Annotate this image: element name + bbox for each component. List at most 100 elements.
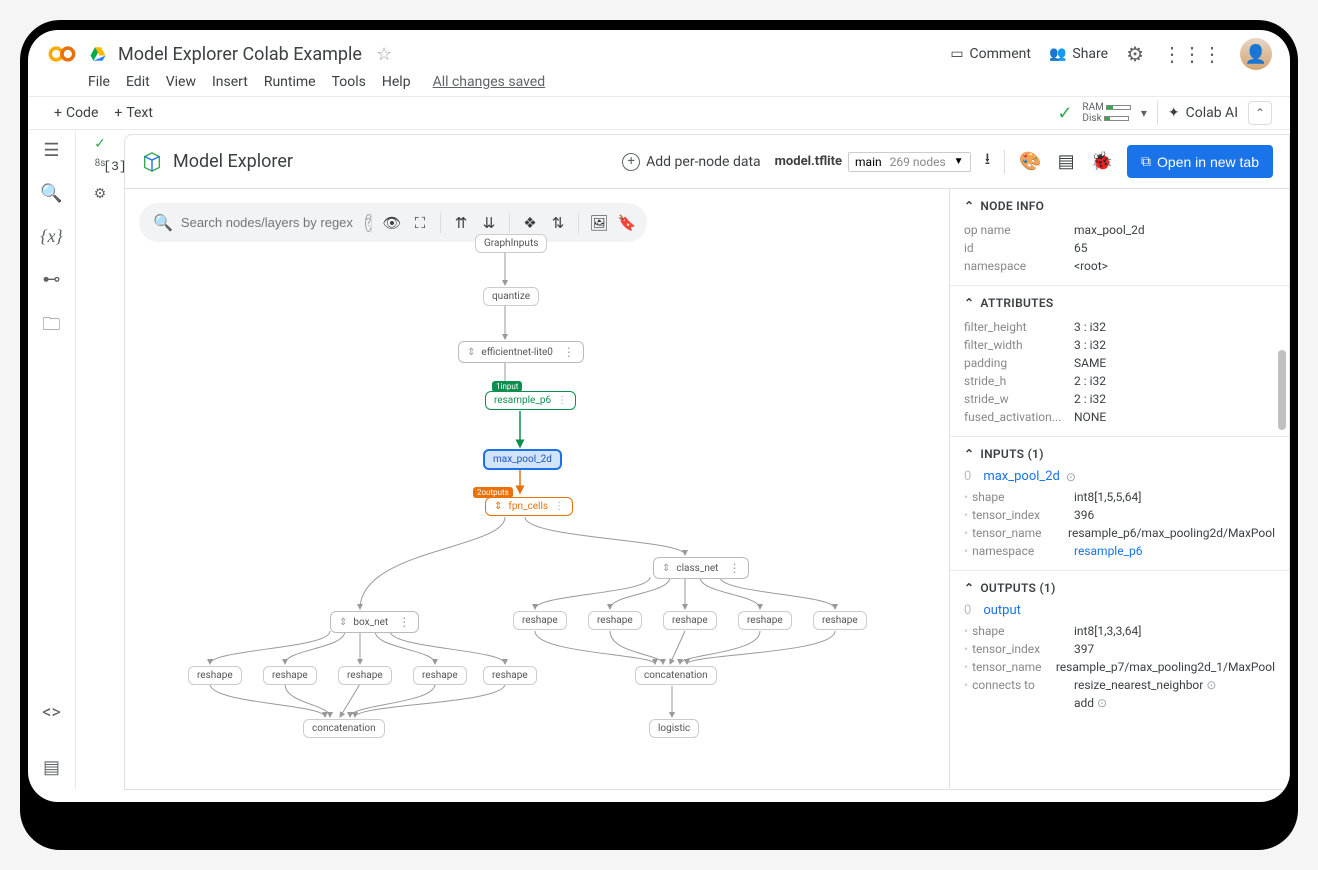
variables-icon[interactable]: {x} bbox=[40, 226, 62, 247]
fit-icon[interactable]: ⛶ bbox=[408, 214, 432, 232]
add-per-node-data-button[interactable]: + Add per-node data bbox=[622, 153, 761, 171]
op-name-value: max_pool_2d bbox=[1074, 223, 1275, 237]
expand-all-icon[interactable]: ⇊ bbox=[477, 214, 501, 232]
open-tab-label: Open in new tab bbox=[1157, 154, 1259, 170]
node-boxnet[interactable]: box_net bbox=[330, 611, 419, 633]
node-reshape[interactable]: reshape bbox=[738, 611, 792, 630]
files-icon[interactable]: 🗀 bbox=[43, 312, 61, 342]
eye-icon[interactable]: 👁 bbox=[380, 214, 404, 232]
resource-monitor[interactable]: RAM Disk bbox=[1082, 102, 1130, 124]
op-name-key: op name bbox=[964, 223, 1074, 237]
drive-icon bbox=[88, 45, 108, 63]
node-concatenation[interactable]: concatenation bbox=[303, 719, 385, 738]
node-quantize[interactable]: quantize bbox=[483, 287, 539, 306]
terminal-icon[interactable]: ▤ bbox=[43, 757, 60, 778]
download-icon[interactable]: ⭳ bbox=[985, 148, 991, 175]
node-reshape[interactable]: reshape bbox=[813, 611, 867, 630]
input-namespace[interactable]: resample_p6 bbox=[1074, 544, 1275, 558]
palette-icon[interactable]: 🎨 bbox=[1019, 151, 1041, 172]
attributes-header[interactable]: ⌃ATTRIBUTES bbox=[964, 296, 1275, 310]
scrollbar[interactable] bbox=[1278, 350, 1286, 430]
attr-key: padding bbox=[964, 356, 1074, 370]
cell-options-icon[interactable]: ⚙ bbox=[94, 186, 107, 202]
node-reshape[interactable]: reshape bbox=[338, 666, 392, 685]
node-resample[interactable]: resample_p6⋮ bbox=[485, 391, 576, 410]
menu-insert[interactable]: Insert bbox=[212, 74, 248, 90]
model-selector[interactable]: model.tflite main 269 nodes ▼ bbox=[775, 152, 971, 172]
model-explorer-title: Model Explorer bbox=[173, 151, 293, 172]
collapse-button[interactable]: ⌃ bbox=[1248, 101, 1272, 125]
outputs-header[interactable]: ⌃OUTPUTS (1) bbox=[964, 581, 1275, 595]
cell-status-icon: ✓ bbox=[94, 136, 106, 152]
node-info-header[interactable]: ⌃NODE INFO bbox=[964, 199, 1275, 213]
node-classnet[interactable]: class_net bbox=[653, 557, 749, 579]
menu-view[interactable]: View bbox=[166, 74, 196, 90]
id-key: id bbox=[964, 241, 1074, 255]
notes-icon[interactable]: ▤ bbox=[1058, 151, 1075, 172]
collapse-all-icon[interactable]: ⇈ bbox=[449, 214, 473, 232]
node-reshape[interactable]: reshape bbox=[588, 611, 642, 630]
search-input[interactable] bbox=[181, 215, 357, 230]
caret-down-icon: ▼ bbox=[954, 156, 964, 167]
image-icon[interactable]: 🖼 bbox=[587, 214, 611, 232]
node-reshape[interactable]: reshape bbox=[513, 611, 567, 630]
node-graphinputs[interactable]: GraphInputs bbox=[475, 234, 547, 253]
avatar[interactable]: 👤 bbox=[1240, 38, 1272, 70]
toc-icon[interactable]: ☰ bbox=[43, 140, 59, 161]
node-efficientnet[interactable]: efficientnet-lite0 bbox=[458, 341, 584, 363]
node-fpn[interactable]: ⇕fpn_cells⋮ bbox=[485, 497, 573, 516]
input-name[interactable]: 0max_pool_2d⊙ bbox=[964, 469, 1275, 484]
attr-key: fused_activation... bbox=[964, 410, 1074, 424]
search-icon: 🔍 bbox=[153, 213, 173, 232]
node-count: 269 nodes bbox=[890, 155, 946, 169]
ram-label: RAM bbox=[1082, 102, 1103, 113]
node-reshape[interactable]: reshape bbox=[413, 666, 467, 685]
layers-icon[interactable]: ❖ bbox=[518, 214, 542, 232]
resource-dropdown[interactable]: ▾ bbox=[1141, 106, 1147, 120]
node-maxpool[interactable]: max_pool_2d bbox=[483, 449, 562, 470]
menu-edit[interactable]: Edit bbox=[126, 74, 150, 90]
output-name[interactable]: 0output bbox=[964, 603, 1275, 618]
bug-icon[interactable]: 🐞 bbox=[1091, 151, 1113, 172]
bookmark-icon[interactable]: 🔖 bbox=[615, 214, 639, 232]
cell-exec-count: [3] bbox=[103, 159, 126, 174]
node-logistic[interactable]: logistic bbox=[649, 719, 699, 738]
menu-tools[interactable]: Tools bbox=[332, 74, 366, 90]
code-icon[interactable]: <> bbox=[42, 702, 61, 723]
add-text-button[interactable]: +Text bbox=[106, 101, 161, 125]
menu-help[interactable]: Help bbox=[382, 74, 411, 90]
menu-runtime[interactable]: Runtime bbox=[264, 74, 316, 90]
doc-title[interactable]: Model Explorer Colab Example bbox=[118, 44, 362, 65]
comment-button[interactable]: ▭ Comment bbox=[950, 46, 1031, 62]
comment-label: Comment bbox=[970, 46, 1031, 62]
colab-ai-button[interactable]: ✦ Colab AI bbox=[1168, 105, 1238, 121]
plus-circle-icon: + bbox=[622, 153, 640, 171]
add-code-button[interactable]: +Code bbox=[46, 101, 106, 125]
colab-ai-label: Colab AI bbox=[1186, 105, 1238, 121]
open-external-icon: ⧉ bbox=[1141, 153, 1151, 170]
node-concatenation[interactable]: concatenation bbox=[635, 666, 717, 685]
node-reshape[interactable]: reshape bbox=[663, 611, 717, 630]
inputs-header[interactable]: ⌃INPUTS (1) bbox=[964, 447, 1275, 461]
open-in-new-tab-button[interactable]: ⧉ Open in new tab bbox=[1127, 145, 1273, 178]
sort-icon[interactable]: ⇅ bbox=[546, 214, 570, 232]
star-icon[interactable]: ☆ bbox=[376, 44, 392, 65]
output-tensor-name: resample_p7/max_pooling2d_1/MaxPool bbox=[1056, 660, 1275, 674]
search-icon[interactable]: 🔍 bbox=[40, 183, 62, 204]
info-panel: ⌃NODE INFO op namemax_pool_2d id65 names… bbox=[949, 189, 1289, 789]
secrets-icon[interactable]: ⊷ bbox=[43, 269, 61, 290]
share-button[interactable]: 👥 Share bbox=[1049, 46, 1108, 62]
attr-value: 3 : i32 bbox=[1074, 338, 1275, 352]
attr-value: 2 : i32 bbox=[1074, 374, 1275, 388]
graph-canvas[interactable]: 🔍 ? 👁 ⛶ ⇈ ⇊ ❖ ⇅ 🖼 bbox=[125, 189, 949, 789]
input-tensor-index: 396 bbox=[1074, 508, 1275, 522]
menu-file[interactable]: File bbox=[88, 74, 110, 90]
attr-value: 3 : i32 bbox=[1074, 320, 1275, 334]
gear-icon[interactable]: ⚙ bbox=[1126, 42, 1144, 66]
add-data-label: Add per-node data bbox=[646, 154, 761, 170]
node-reshape[interactable]: reshape bbox=[483, 666, 537, 685]
node-reshape[interactable]: reshape bbox=[263, 666, 317, 685]
save-status: All changes saved bbox=[433, 74, 546, 90]
node-reshape[interactable]: reshape bbox=[188, 666, 242, 685]
apps-icon[interactable]: ⋮⋮⋮ bbox=[1162, 42, 1222, 66]
